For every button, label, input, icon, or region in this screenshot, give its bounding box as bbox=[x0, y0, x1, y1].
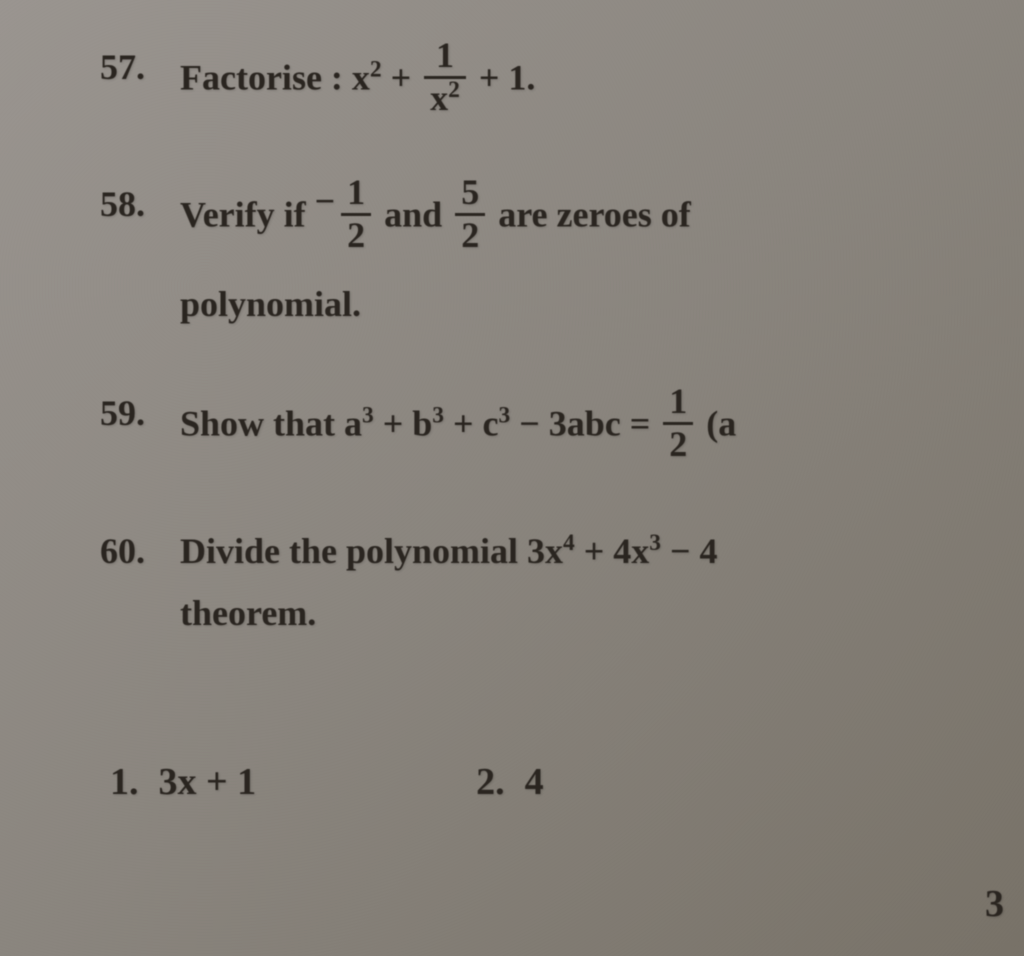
q59-exp-a: 3 bbox=[362, 403, 374, 429]
q58-frac1: 12 bbox=[341, 173, 371, 255]
q58-line2: polynomial. bbox=[180, 277, 984, 331]
question-body: Verify if −12 and 52 are zeroes of polyn… bbox=[180, 177, 984, 331]
q58-frac2-den: 2 bbox=[455, 216, 485, 256]
question-body: Divide the polynomial 3x4 + 4x3 − 4 theo… bbox=[180, 524, 984, 640]
q60-e1: 4 bbox=[563, 530, 575, 556]
q59-prefix: Show that bbox=[180, 404, 344, 444]
q59-minus: − 3abc = bbox=[510, 404, 659, 444]
question-60: 60. Divide the polynomial 3x4 + 4x3 − 4 … bbox=[100, 524, 984, 640]
answers-row: 1. 3x + 1 2. 4 bbox=[100, 760, 984, 804]
q57-frac-den: x2 bbox=[424, 79, 466, 119]
q57-suffix: + 1. bbox=[470, 57, 536, 97]
q57-fraction: 1x2 bbox=[424, 36, 466, 118]
q57-plus1: + bbox=[382, 57, 421, 97]
q58-prefix: Verify if bbox=[180, 195, 315, 235]
question-body: Show that a3 + b3 + c3 − 3abc = 12 (a bbox=[180, 386, 984, 468]
q58-frac1-num: 1 bbox=[341, 173, 371, 216]
q59-b: b bbox=[412, 404, 432, 444]
answer-1: 1. 3x + 1 bbox=[110, 760, 256, 804]
q60-suffix: − 4 bbox=[661, 531, 718, 571]
q60-plus1: + 4x bbox=[575, 531, 650, 571]
question-57: 57. Factorise : x2 + 1x2 + 1. bbox=[100, 40, 984, 122]
q59-plus1: + bbox=[374, 404, 413, 444]
q59-suffix: (a bbox=[697, 404, 736, 444]
q60-line2: theorem. bbox=[180, 586, 984, 640]
q58-frac1-den: 2 bbox=[341, 216, 371, 256]
q59-plus2: + bbox=[444, 404, 483, 444]
q58-frac2: 52 bbox=[455, 173, 485, 255]
question-58: 58. Verify if −12 and 52 are zeroes of p… bbox=[100, 177, 984, 331]
partial-right-text: 3 bbox=[985, 882, 1004, 926]
q59-c: c bbox=[483, 404, 499, 444]
q57-frac-num: 1 bbox=[424, 36, 466, 79]
answer-1-val: 3x + 1 bbox=[159, 760, 257, 804]
question-number: 57. bbox=[100, 40, 180, 94]
q60-t1: 3x bbox=[527, 531, 563, 571]
q59-a: a bbox=[344, 404, 362, 444]
q57-prefix: Factorise : bbox=[180, 57, 352, 97]
question-number: 59. bbox=[100, 386, 180, 440]
q59-exp-b: 3 bbox=[432, 403, 444, 429]
answer-1-num: 1. bbox=[110, 760, 139, 804]
q59-exp-c: 3 bbox=[499, 403, 511, 429]
q57-x: x bbox=[352, 57, 370, 97]
q57-exp1: 2 bbox=[370, 56, 382, 82]
question-body: Factorise : x2 + 1x2 + 1. bbox=[180, 40, 984, 122]
q59-frac-den: 2 bbox=[663, 425, 693, 465]
q58-suffix: are zeroes of bbox=[489, 195, 691, 235]
q60-e2: 3 bbox=[649, 530, 661, 556]
question-number: 58. bbox=[100, 177, 180, 231]
q59-frac-num: 1 bbox=[663, 382, 693, 425]
question-59: 59. Show that a3 + b3 + c3 − 3abc = 12 (… bbox=[100, 386, 984, 468]
answer-2-val: 4 bbox=[525, 760, 544, 804]
answer-2: 2. 4 bbox=[476, 760, 544, 804]
q59-frac: 12 bbox=[663, 382, 693, 464]
q60-prefix: Divide the polynomial bbox=[180, 531, 527, 571]
q58-frac2-num: 5 bbox=[455, 173, 485, 216]
q58-neg: − bbox=[315, 181, 336, 221]
answer-2-num: 2. bbox=[476, 760, 505, 804]
question-number: 60. bbox=[100, 524, 180, 578]
q58-mid: and bbox=[375, 195, 451, 235]
